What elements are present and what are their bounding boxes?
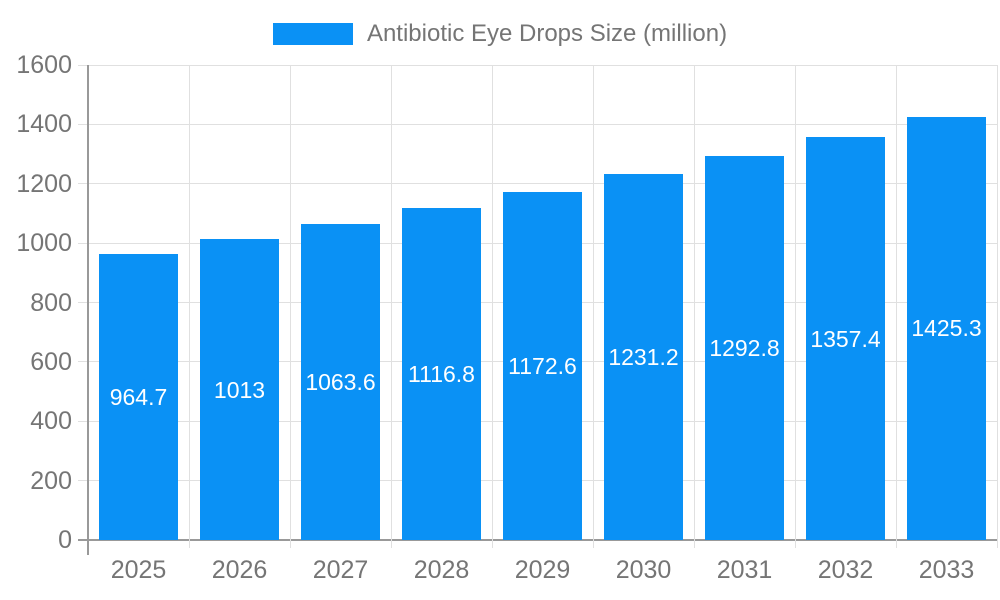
bar-value-label: 1292.8 xyxy=(709,335,780,362)
x-axis-tick-label: 2025 xyxy=(110,556,167,584)
y-axis-tick-label: 1200 xyxy=(16,169,72,198)
x-gridline xyxy=(996,65,998,548)
y-gridline xyxy=(78,183,997,185)
x-gridline xyxy=(491,65,493,548)
bar-value-label: 1063.6 xyxy=(305,369,376,396)
bar-value-label: 1116.8 xyxy=(408,361,475,388)
x-gridline xyxy=(794,65,796,548)
legend: Antibiotic Eye Drops Size (million) xyxy=(0,20,1000,48)
y-axis-tick-label: 200 xyxy=(30,466,72,495)
x-axis-tick-label: 2031 xyxy=(716,556,773,584)
bar-2027[interactable] xyxy=(300,224,381,540)
x-axis-tick-label: 2029 xyxy=(514,556,571,584)
bar-value-label: 964.7 xyxy=(109,383,168,410)
bar-2031[interactable] xyxy=(704,156,785,540)
x-gridline xyxy=(188,65,190,548)
y-gridline xyxy=(78,123,997,125)
bar-value-label: 1425.3 xyxy=(911,315,982,342)
bar-value-label: 1172.6 xyxy=(508,352,577,379)
x-axis-tick-label: 2028 xyxy=(413,556,470,584)
bar-2030[interactable] xyxy=(603,174,684,540)
x-axis-tick-label: 2032 xyxy=(817,556,874,584)
x-axis-tick-label: 2030 xyxy=(615,556,672,584)
x-gridline xyxy=(289,65,291,548)
bar-value-label: 1013 xyxy=(213,376,266,403)
x-gridline xyxy=(592,65,594,548)
bar-value-label: 1231.2 xyxy=(608,344,679,371)
legend-label[interactable]: Antibiotic Eye Drops Size (million) xyxy=(366,20,728,47)
y-gridline xyxy=(78,64,997,66)
bar-2029[interactable] xyxy=(502,191,583,540)
x-axis-tick-label: 2026 xyxy=(211,556,268,584)
x-gridline xyxy=(895,65,897,548)
y-axis-tick-label: 1000 xyxy=(16,229,72,258)
y-axis-tick-label: 0 xyxy=(58,526,72,554)
bar-value-label: 1357.4 xyxy=(810,325,881,352)
bar-2032[interactable] xyxy=(805,137,886,540)
x-axis-tick-label: 2033 xyxy=(918,556,975,584)
bar-2028[interactable] xyxy=(401,208,482,540)
x-axis-tick-label: 2027 xyxy=(312,556,369,584)
bar-2033[interactable] xyxy=(906,116,987,540)
y-axis-tick-label: 1400 xyxy=(16,110,72,139)
y-axis-tick-label: 1600 xyxy=(16,51,72,79)
bar-2026[interactable] xyxy=(199,239,280,540)
x-axis-line xyxy=(78,539,997,541)
y-axis-tick-label: 800 xyxy=(30,288,72,317)
y-axis-tick-label: 600 xyxy=(30,347,72,376)
x-gridline xyxy=(693,65,695,548)
legend-swatch[interactable] xyxy=(272,23,353,45)
bar-2025[interactable] xyxy=(98,253,179,540)
y-axis-line xyxy=(87,65,89,555)
y-axis-tick-label: 400 xyxy=(30,407,72,436)
x-gridline xyxy=(390,65,392,548)
